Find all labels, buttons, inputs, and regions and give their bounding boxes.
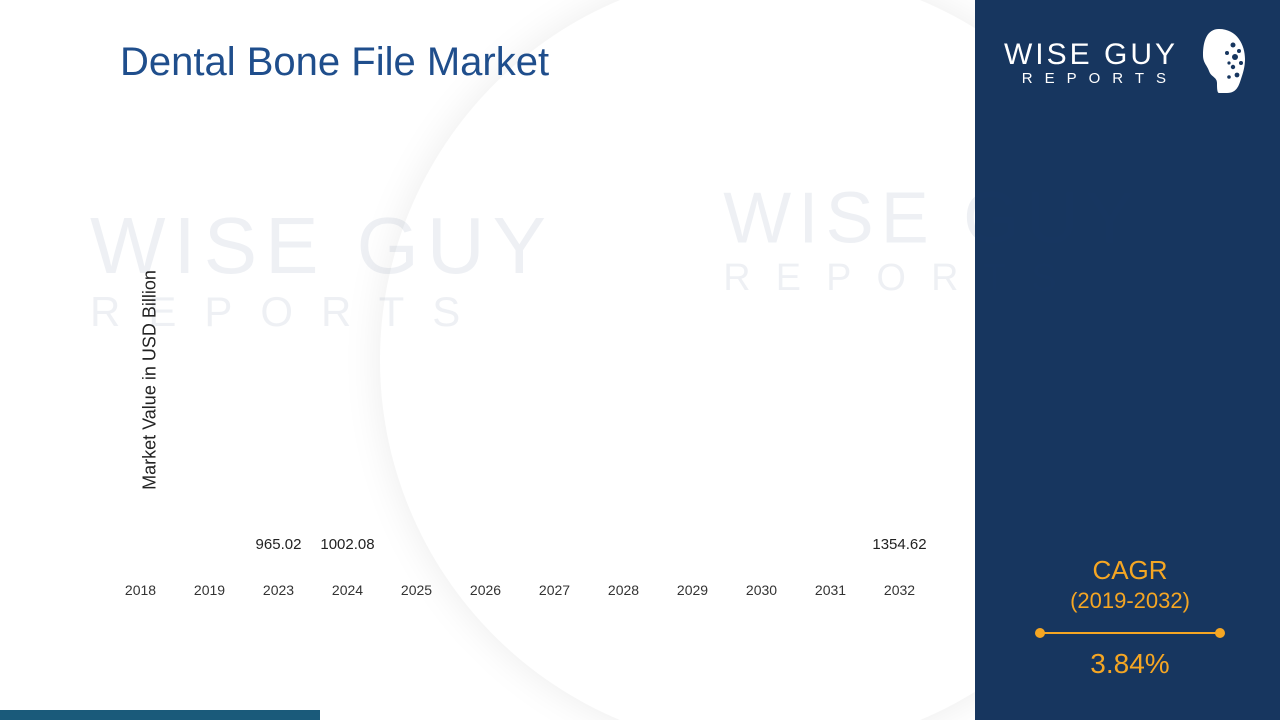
cagr-label: CAGR — [1010, 555, 1250, 586]
chart-title: Dental Bone File Market — [120, 40, 549, 85]
x-tick-label: 2025 — [401, 582, 432, 598]
bars-container: 20182019965.0220231002.08202420252026202… — [100, 150, 940, 570]
x-tick-label: 2023 — [263, 582, 294, 598]
x-tick-label: 2018 — [125, 582, 156, 598]
x-tick-label: 2029 — [677, 582, 708, 598]
x-tick-label: 2031 — [815, 582, 846, 598]
plot-area: 20182019965.0220231002.08202420252026202… — [100, 150, 940, 570]
bar-value-label: 1354.62 — [872, 536, 926, 553]
x-tick-label: 2026 — [470, 582, 501, 598]
cagr-value: 3.84% — [1010, 648, 1250, 680]
bottom-accent-bar — [0, 710, 320, 720]
brand-line2: REPORTS — [1004, 70, 1178, 87]
x-tick-label: 2030 — [746, 582, 777, 598]
brand-logo: WISE GUY REPORTS — [990, 22, 1250, 102]
x-tick-label: 2024 — [332, 582, 363, 598]
brand-line1: WISE GUY — [1004, 38, 1178, 72]
x-tick-label: 2027 — [539, 582, 570, 598]
bar-value-label: 965.02 — [256, 536, 302, 553]
brand-text: WISE GUY REPORTS — [1004, 38, 1178, 87]
x-tick-label: 2032 — [884, 582, 915, 598]
x-tick-label: 2019 — [194, 582, 225, 598]
bar-value-label: 1002.08 — [320, 536, 374, 553]
report-canvas: WISE GUYREPORTS WISE GUYREPORTS Dental B… — [0, 0, 1280, 720]
cagr-range: (2019-2032) — [1010, 588, 1250, 614]
cagr-divider — [1040, 632, 1220, 634]
brand-head-icon — [1188, 27, 1250, 97]
cagr-box: CAGR (2019-2032) 3.84% — [1010, 555, 1250, 680]
bar-chart: Market Value in USD Billion 20182019965.… — [60, 150, 940, 610]
x-tick-label: 2028 — [608, 582, 639, 598]
